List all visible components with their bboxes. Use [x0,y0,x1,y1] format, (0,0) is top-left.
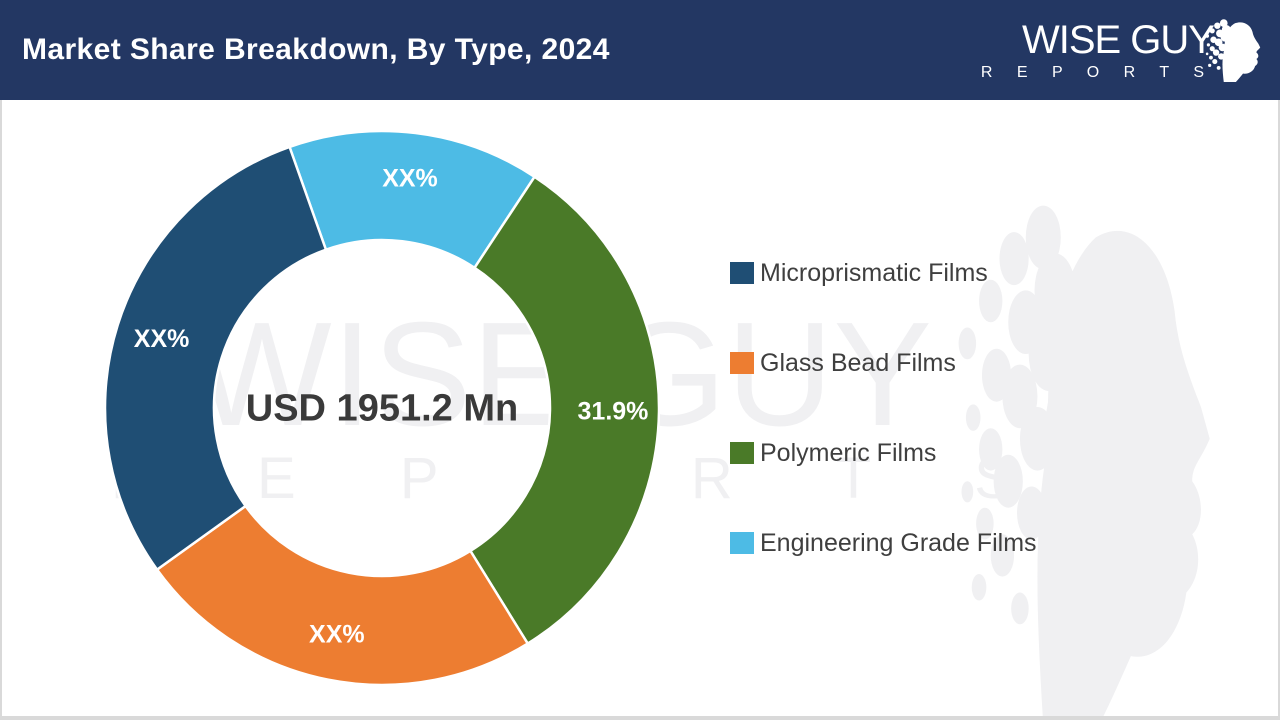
segment-value-label: XX% [382,165,438,193]
logo-subtitle: R E P O R T S [980,64,1214,81]
legend-swatch-icon [730,352,754,374]
chart-area: WISE GUY R E P O R T S XX%31.9%XX%XX% US… [0,100,1280,720]
header-bar: Market Share Breakdown, By Type, 2024 WI… [0,0,1280,100]
page-title: Market Share Breakdown, By Type, 2024 [22,33,610,66]
donut-segment-polymeric-films [469,175,660,645]
legend-label: Polymeric Films [760,438,937,467]
logo-wordmark: WISE GUY R E P O R T S [980,18,1215,82]
legend-swatch-icon [730,442,754,464]
segment-value-label: 31.9% [578,397,649,425]
legend-label: Glass Bead Films [760,348,956,377]
legend-item-microprismatic-films: Microprismatic Films [730,228,1037,318]
logo-name: WISE GUY [1021,18,1215,62]
segment-value-label: XX% [134,325,190,353]
segment-value-label: XX% [309,621,365,649]
legend-label: Microprismatic Films [760,258,988,287]
donut-segment-glass-bead-films [155,504,529,687]
wise-guy-logo: WISE GUY R E P O R T S [981,6,1266,94]
chart-center-value: USD 1951.2 Mn [245,387,519,430]
legend-swatch-icon [730,262,754,284]
donut-segment-microprismatic-films [104,145,328,571]
chart-legend: Microprismatic Films Glass Bead Films Po… [730,228,1037,588]
donut-chart: XX% 31.9% XX% XX% [104,129,660,687]
legend-swatch-icon [730,532,754,554]
legend-item-engineering-grade-films: Engineering Grade Films [730,498,1037,588]
legend-label: Engineering Grade Films [760,528,1037,557]
legend-item-polymeric-films: Polymeric Films [730,408,1037,498]
legend-item-glass-bead-films: Glass Bead Films [730,318,1037,408]
